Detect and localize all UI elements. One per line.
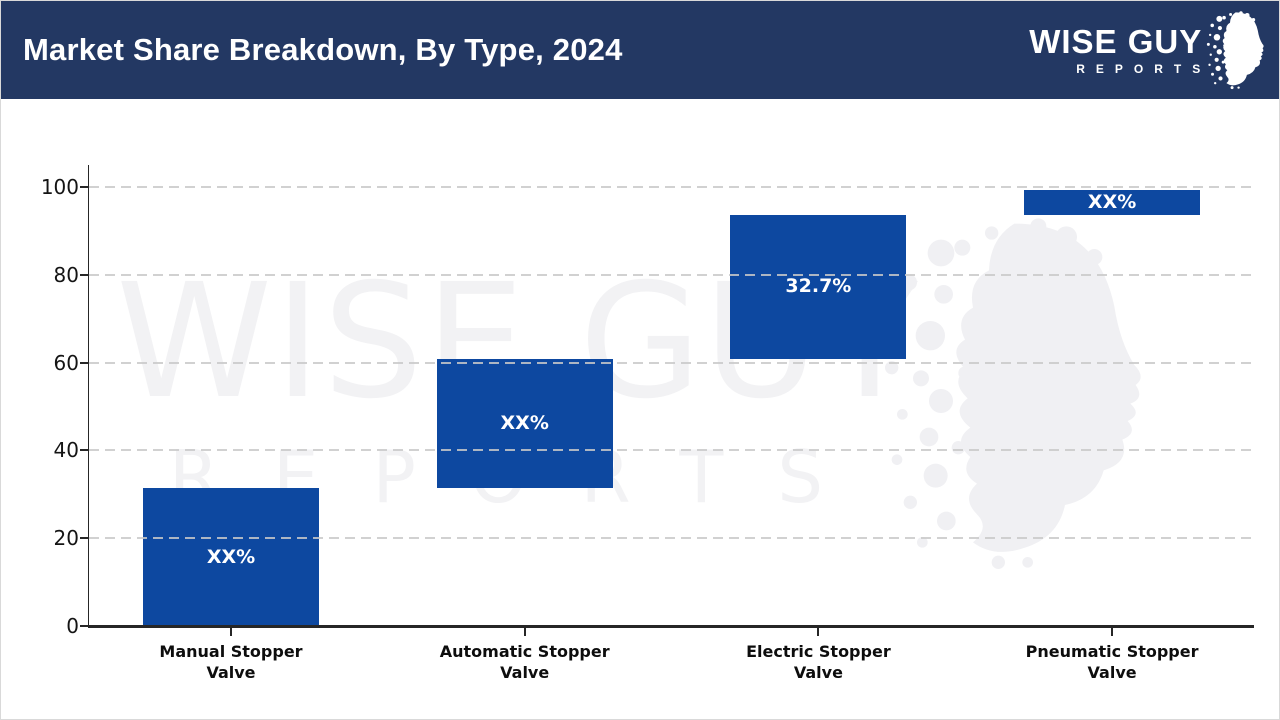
bar-value-label: 32.7%	[785, 275, 852, 298]
x-category-label-line: Valve	[500, 663, 550, 682]
header: Market Share Breakdown, By Type, 2024 WI…	[1, 1, 1279, 99]
gridline	[89, 186, 1253, 188]
x-tick-mark	[1111, 628, 1114, 636]
y-tick-label: 0	[66, 614, 79, 638]
logo-wordmark: WISE GUY	[1029, 23, 1203, 60]
y-tick-mark	[80, 273, 88, 276]
waterfall-bar-segment: XX%	[1024, 190, 1201, 216]
x-category-label-line: Pneumatic Stopper	[1025, 642, 1199, 661]
y-tick-mark	[80, 625, 88, 627]
gridline	[89, 449, 1253, 452]
x-category-label: Manual Stopper Valve	[91, 641, 371, 683]
y-tick-mark	[80, 186, 88, 188]
x-axis-line	[87, 625, 1254, 628]
y-tick-label: 80	[53, 262, 79, 287]
bar-value-label: XX%	[206, 545, 256, 568]
waterfall-bar-segment: XX%	[436, 358, 613, 489]
x-tick-mark	[230, 628, 232, 636]
y-tick-label: 20	[53, 526, 79, 551]
bar-value-label: XX%	[1087, 191, 1137, 214]
y-tick-label: 60	[53, 350, 79, 375]
y-tick-mark	[80, 537, 88, 540]
logo-subtitle: REPORTS	[1076, 62, 1212, 76]
bar-value-label: XX%	[500, 411, 549, 434]
gridline	[89, 537, 1253, 540]
page-title: Market Share Breakdown, By Type, 2024	[23, 32, 623, 67]
x-category-label-line: Manual Stopper	[159, 642, 303, 661]
x-category-label-line: Valve	[206, 663, 256, 682]
x-tick-mark	[523, 628, 526, 636]
x-tick-mark	[817, 628, 820, 636]
waterfall-bar-segment: XX%	[143, 488, 319, 626]
x-category-label-line: Electric Stopper	[746, 642, 891, 661]
y-tick-mark	[80, 449, 88, 452]
watermark-face-icon	[884, 218, 1141, 569]
gridline	[89, 361, 1253, 364]
y-axis-line	[87, 165, 89, 628]
x-category-label: Automatic Stopper Valve	[385, 641, 665, 683]
x-category-label-line: Valve	[1087, 663, 1137, 682]
brand-logo: WISE GUY REPORTS	[1029, 10, 1267, 90]
brand-logo-text: WISE GUY REPORTS	[1029, 23, 1203, 77]
x-category-label-line: Automatic Stopper	[439, 642, 610, 661]
y-tick-label: 100	[40, 175, 79, 199]
gridline	[89, 273, 1253, 276]
y-tick-label: 40	[53, 438, 79, 463]
x-category-label: Pneumatic Stopper Valve	[972, 641, 1252, 683]
waterfall-bar-segment: 32.7%	[730, 215, 907, 359]
x-category-label-line: Valve	[793, 663, 843, 682]
logo-face-icon	[1207, 11, 1264, 90]
y-tick-mark	[80, 361, 88, 364]
x-category-label: Electric Stopper Valve	[678, 641, 958, 683]
